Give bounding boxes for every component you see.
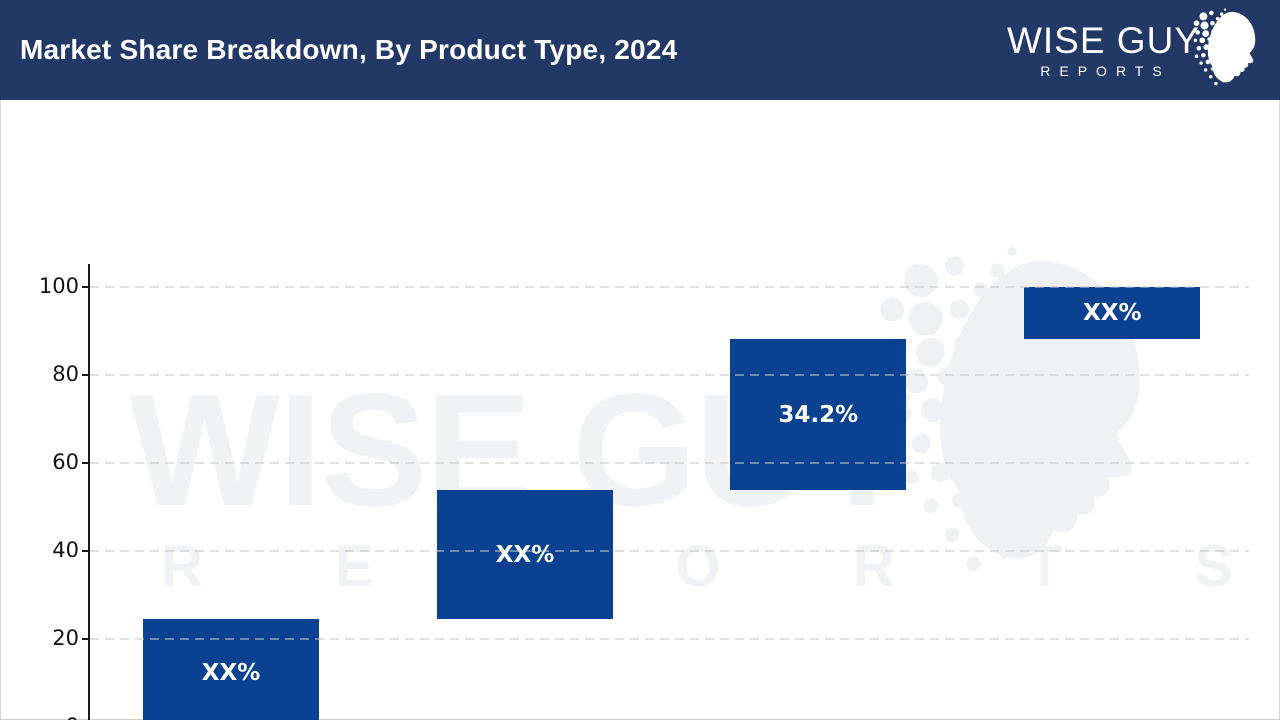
y-tick-mark-100 [82,286,88,288]
bar-value-label: XX% [495,541,555,568]
y-tick-label-60: 60 [52,450,79,474]
y-tick-label-40: 40 [52,538,79,562]
bar-value-label: XX% [1083,300,1142,327]
y-axis-line [88,264,90,720]
bar-wheelchair-lifts: XX% [143,619,319,720]
logo-sub-text: REPORTS [1040,63,1171,79]
watermark-reports-text: R E P O R T S [161,534,1280,599]
chart-canvas: WISE GUY R E P O R T S 020406080100XX%Wh… [0,100,1280,720]
logo-brand-text: WISE GUY [1006,20,1200,61]
logo-wordmark: WISE GUY REPORTS [1007,22,1200,78]
gridline-y-100 [90,286,1249,288]
wiseguy-logo: WISE GUY REPORTS [1007,7,1266,93]
y-tick-mark-80 [82,374,88,376]
header: Market Share Breakdown, By Product Type,… [0,0,1280,100]
gridline-y-80 [90,374,1249,376]
gridline-y-20 [90,638,1249,640]
y-tick-mark-40 [82,550,88,552]
bar-value-label: 34.2% [778,401,859,428]
gridline-y-40 [90,550,1249,552]
y-tick-mark-60 [82,462,88,464]
bar-value-label: XX% [201,660,261,687]
gridline-y-60 [90,462,1249,464]
logo-face-icon [1192,7,1266,93]
y-tick-label-20: 20 [52,626,79,650]
bar-scooter-carriers: XX% [437,489,613,620]
bar-hitch-mounted-carriers: XX% [1024,287,1201,340]
y-tick-label-0: 0 [19,714,79,720]
y-tick-label-100: 100 [38,274,79,298]
page-title: Market Share Breakdown, By Product Type,… [20,34,678,65]
y-tick-label-80: 80 [52,362,79,386]
y-tick-mark-20 [82,638,88,640]
bar-platform-lifts: 34.2% [730,339,907,490]
